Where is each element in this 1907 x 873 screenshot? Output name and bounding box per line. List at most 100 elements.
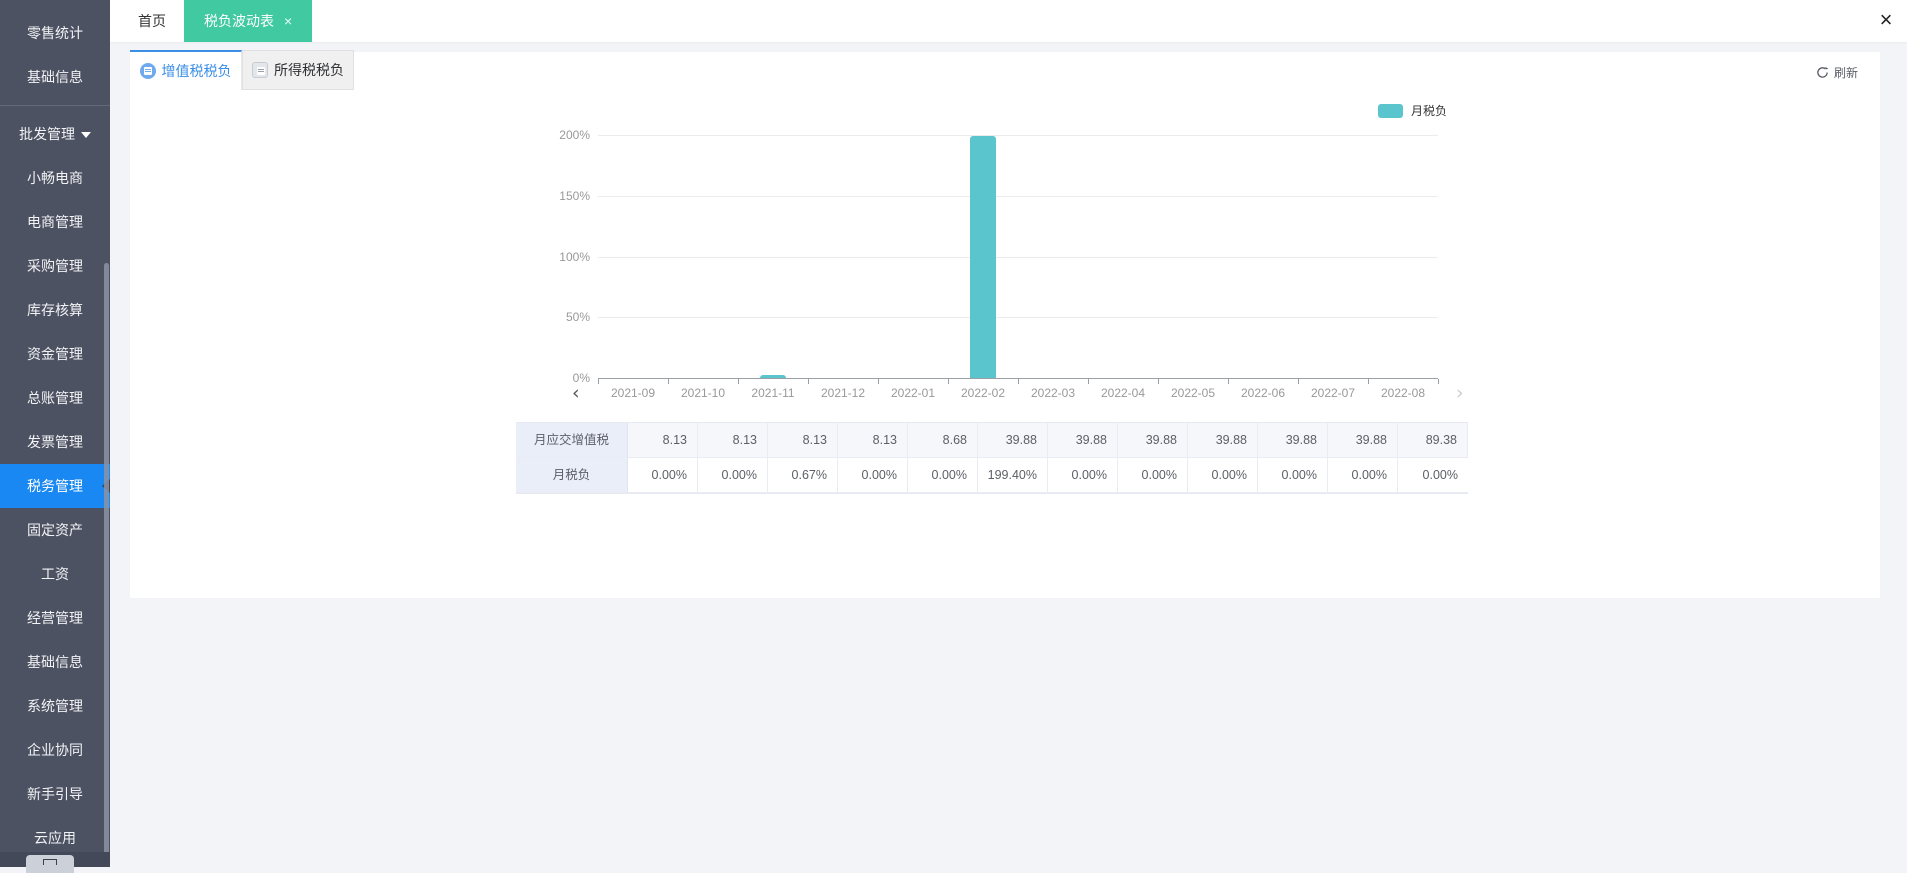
x-axis-label: 2022-04 bbox=[1100, 386, 1146, 400]
value-cell: 0.00% bbox=[698, 458, 768, 493]
sidebar-item-label: 云应用 bbox=[34, 830, 76, 846]
window-close-icon[interactable]: × bbox=[1879, 7, 1893, 32]
sidebar-item[interactable]: 电商管理 bbox=[0, 200, 110, 244]
collapse-icon bbox=[43, 859, 57, 865]
x-axis-tick bbox=[1368, 379, 1369, 384]
sidebar-item[interactable]: 资金管理 bbox=[0, 332, 110, 376]
legend-item[interactable]: 月税负 bbox=[1378, 102, 1447, 119]
x-axis-label: 2022-06 bbox=[1240, 386, 1286, 400]
sidebar-item-label: 采购管理 bbox=[27, 258, 83, 274]
value-cell: 8.68 bbox=[908, 423, 978, 458]
sidebar-item[interactable]: 企业协同 bbox=[0, 728, 110, 772]
sidebar-item[interactable]: 税务管理 bbox=[0, 464, 110, 508]
refresh-icon bbox=[1816, 66, 1829, 79]
value-cell: 0.00% bbox=[1328, 458, 1398, 493]
sidebar-item-label: 总账管理 bbox=[27, 390, 83, 406]
legend-swatch bbox=[1378, 103, 1403, 118]
doc-glyph bbox=[257, 67, 265, 75]
gridline bbox=[598, 195, 1438, 197]
tax-table: 月应交增值税 8.13 8.13 8.13 8.13 8.68 39.88 39.88 39.8… bbox=[516, 422, 1468, 494]
sidebar-item-label: 工资 bbox=[41, 566, 69, 582]
value-cell: 8.13 bbox=[698, 423, 768, 458]
sidebar-item-label: 发票管理 bbox=[27, 434, 83, 450]
doc-glyph bbox=[143, 67, 152, 75]
sidebar-item-label: 零售统计 bbox=[27, 25, 83, 41]
sidebar-item[interactable]: 零售统计 bbox=[0, 11, 110, 55]
x-axis-tick bbox=[1088, 379, 1089, 384]
sidebar-item[interactable]: 基础信息 bbox=[0, 640, 110, 684]
gridline bbox=[598, 135, 1438, 136]
value-cell: 39.88 bbox=[1118, 423, 1188, 458]
x-axis-label: 2022-08 bbox=[1380, 386, 1426, 400]
sidebar-item-label: 基础信息 bbox=[27, 69, 83, 85]
x-axis-tick bbox=[1298, 379, 1299, 384]
sidebar-item-label: 小畅电商 bbox=[27, 170, 83, 186]
refresh-button[interactable]: 刷新 bbox=[1816, 60, 1858, 84]
value-cell: 0.00% bbox=[1398, 458, 1468, 493]
top-tab-label: 首页 bbox=[138, 13, 166, 29]
x-axis-tick bbox=[1018, 379, 1019, 384]
top-tab[interactable]: 税负波动表 × bbox=[184, 0, 313, 42]
x-axis-line bbox=[598, 378, 1438, 379]
sidebar-item[interactable]: 固定资产 bbox=[0, 508, 110, 552]
row-label-cell: 月税负 bbox=[516, 458, 628, 493]
sidebar-menu: 零售统计 基础信息 批发管理 小畅电商 电商管理 采购管理 库存核算 资金管理 总账管理 发票管理… bbox=[0, 0, 110, 860]
sidebar-item-label: 基础信息 bbox=[27, 654, 83, 670]
content-tab-label: 增值税税负 bbox=[161, 63, 232, 79]
sidebar-item[interactable]: 经营管理 bbox=[0, 596, 110, 640]
value-cell: 89.38 bbox=[1398, 423, 1468, 458]
x-axis-label: 2021-12 bbox=[820, 386, 866, 400]
y-axis-label: 0% bbox=[572, 371, 590, 385]
value-cell: 39.88 bbox=[1048, 423, 1118, 458]
sidebar-item[interactable]: 库存核算 bbox=[0, 288, 110, 332]
x-axis-label: 2021-10 bbox=[680, 386, 726, 400]
chart-next-arrow[interactable]: › bbox=[1456, 382, 1464, 404]
top-tab-label: 税负波动表 bbox=[204, 13, 274, 29]
tab-close-icon[interactable]: × bbox=[284, 13, 293, 29]
bar-2022-02[interactable] bbox=[970, 135, 996, 378]
sidebar-item[interactable]: 小畅电商 bbox=[0, 156, 110, 200]
sidebar-item[interactable]: 系统管理 bbox=[0, 684, 110, 728]
content-tab-label: 所得税税负 bbox=[274, 62, 344, 78]
sidebar-item[interactable]: 发票管理 bbox=[0, 420, 110, 464]
top-tab-list: 首页 税负波动表 × bbox=[110, 0, 313, 42]
gridline bbox=[598, 256, 1438, 258]
sidebar-collapse-button[interactable] bbox=[26, 855, 74, 873]
sidebar-scrollbar[interactable] bbox=[104, 263, 109, 855]
x-axis-tick bbox=[808, 379, 809, 384]
value-cell: 0.00% bbox=[1258, 458, 1328, 493]
sidebar-bottom-bar bbox=[0, 852, 110, 873]
sidebar: 零售统计 基础信息 批发管理 小畅电商 电商管理 采购管理 库存核算 资金管理 总账管理 发票管理… bbox=[0, 0, 110, 873]
sidebar-item[interactable]: 采购管理 bbox=[0, 244, 110, 288]
x-axis-tick bbox=[878, 379, 879, 384]
sidebar-item-label: 经营管理 bbox=[27, 610, 83, 626]
sidebar-item[interactable]: 工资 bbox=[0, 552, 110, 596]
sidebar-item-label: 库存核算 bbox=[27, 302, 83, 318]
value-cell: 39.88 bbox=[1188, 423, 1258, 458]
x-axis-label: 2022-03 bbox=[1030, 386, 1076, 400]
x-axis-tick bbox=[1228, 379, 1229, 384]
refresh-label: 刷新 bbox=[1833, 65, 1858, 80]
content-tab-vat[interactable]: 增值税税负 bbox=[130, 50, 242, 90]
value-cell: 0.00% bbox=[908, 458, 978, 493]
bar-2021-11[interactable] bbox=[760, 375, 786, 378]
content-tab-income-tax[interactable]: 所得税税负 bbox=[242, 50, 354, 90]
x-axis-tick bbox=[948, 379, 949, 384]
sidebar-item-label: 批发管理 bbox=[19, 126, 75, 142]
value-cell: 0.00% bbox=[628, 458, 698, 493]
x-axis-tick bbox=[1438, 379, 1439, 384]
sidebar-item-label: 税务管理 bbox=[27, 478, 83, 494]
sidebar-item[interactable]: 新手引导 bbox=[0, 772, 110, 816]
chart-prev-arrow[interactable]: ‹ bbox=[572, 382, 580, 404]
sidebar-item[interactable]: 基础信息 bbox=[0, 55, 110, 99]
sidebar-item[interactable]: 批发管理 bbox=[0, 112, 110, 156]
value-cell: 0.00% bbox=[1188, 458, 1258, 493]
value-cell: 0.00% bbox=[1118, 458, 1188, 493]
top-tab[interactable]: 首页 bbox=[120, 0, 184, 42]
vat-doc-icon bbox=[139, 63, 156, 79]
x-axis-label: 2022-07 bbox=[1310, 386, 1356, 400]
sidebar-item-label: 电商管理 bbox=[27, 214, 83, 230]
sidebar-item[interactable]: 总账管理 bbox=[0, 376, 110, 420]
x-axis-tick bbox=[1158, 379, 1159, 384]
sidebar-item[interactable]: 云应用 bbox=[0, 816, 110, 860]
